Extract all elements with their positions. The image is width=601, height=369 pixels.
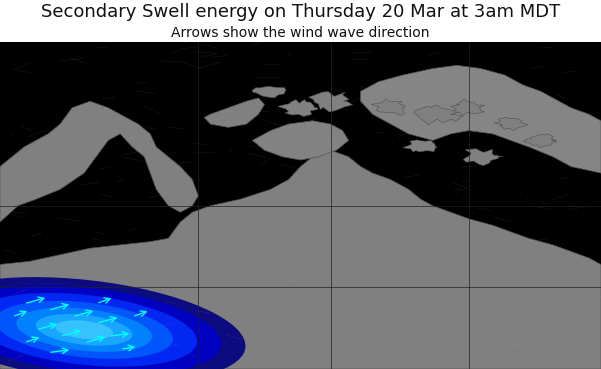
Polygon shape [285,100,323,114]
Ellipse shape [0,285,221,369]
Polygon shape [255,85,287,99]
Polygon shape [204,98,264,127]
Polygon shape [523,134,558,147]
Polygon shape [416,104,461,124]
Polygon shape [0,101,198,222]
Text: Secondary Swell energy on Thursday 20 Mar at 3am MDT: Secondary Swell energy on Thursday 20 Ma… [41,3,560,21]
Ellipse shape [35,314,133,346]
Text: Arrows show the wind wave direction: Arrows show the wind wave direction [171,26,430,40]
Ellipse shape [55,320,113,339]
Ellipse shape [0,277,245,369]
Polygon shape [252,121,349,160]
Ellipse shape [0,301,173,359]
Ellipse shape [16,308,152,352]
Polygon shape [495,118,523,130]
Polygon shape [370,100,407,116]
Polygon shape [0,150,601,369]
Polygon shape [361,65,601,173]
Ellipse shape [0,293,197,367]
Polygon shape [404,141,437,154]
Polygon shape [462,148,496,165]
Polygon shape [307,92,359,111]
Polygon shape [448,100,490,117]
